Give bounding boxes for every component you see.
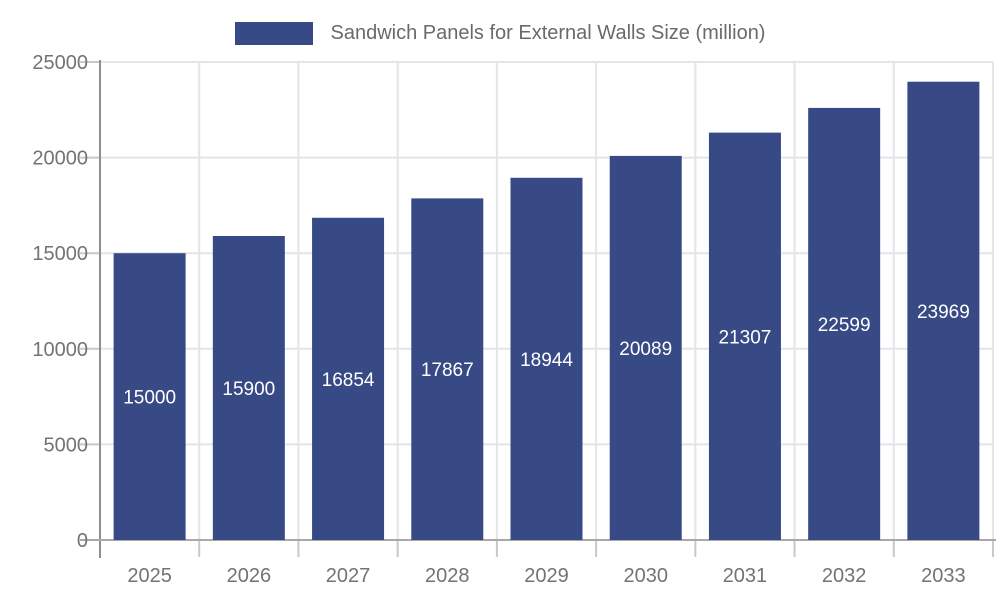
x-axis-label: 2033 xyxy=(921,565,966,587)
legend-swatch xyxy=(234,22,313,45)
bar-value-label: 15900 xyxy=(222,379,275,400)
bar-2026[interactable] xyxy=(212,235,285,540)
y-axis-label: 5000 xyxy=(44,434,89,456)
x-axis-label: 2027 xyxy=(326,565,371,587)
x-axis-label: 2030 xyxy=(623,565,668,587)
bar-value-label: 23969 xyxy=(917,302,970,323)
x-axis-label: 2025 xyxy=(127,565,172,587)
bar-value-label: 16854 xyxy=(322,370,375,391)
x-axis-label: 2029 xyxy=(524,565,569,587)
y-axis-label: 25000 xyxy=(32,52,88,74)
y-axis-label: 10000 xyxy=(32,339,88,361)
legend-label: Sandwich Panels for External Walls Size … xyxy=(330,22,766,44)
x-axis-label: 2032 xyxy=(822,565,867,587)
bar-2032[interactable] xyxy=(808,107,881,541)
y-axis-label: 0 xyxy=(77,530,88,552)
bar-2031[interactable] xyxy=(708,132,781,540)
legend-item[interactable]: Sandwich Panels for External Walls Size … xyxy=(0,22,1000,45)
bar-value-label: 15000 xyxy=(123,388,176,409)
x-axis-label: 2028 xyxy=(425,565,470,587)
bar-2029[interactable] xyxy=(510,177,583,541)
bar-value-label: 20089 xyxy=(619,339,672,360)
bar-2030[interactable] xyxy=(609,155,682,540)
bar-2028[interactable] xyxy=(411,198,484,540)
bar-2033[interactable] xyxy=(907,81,980,541)
x-axis-label: 2031 xyxy=(723,565,768,587)
bar-value-label: 18944 xyxy=(520,350,573,371)
bar-2025[interactable] xyxy=(113,253,186,540)
y-axis-label: 20000 xyxy=(32,148,88,170)
bar-value-label: 22599 xyxy=(818,315,871,336)
y-axis-label: 15000 xyxy=(32,243,88,265)
bar-value-label: 21307 xyxy=(719,327,772,348)
x-axis-label: 2026 xyxy=(227,565,272,587)
bar-2027[interactable] xyxy=(312,217,385,540)
bar-value-label: 17867 xyxy=(421,360,474,381)
